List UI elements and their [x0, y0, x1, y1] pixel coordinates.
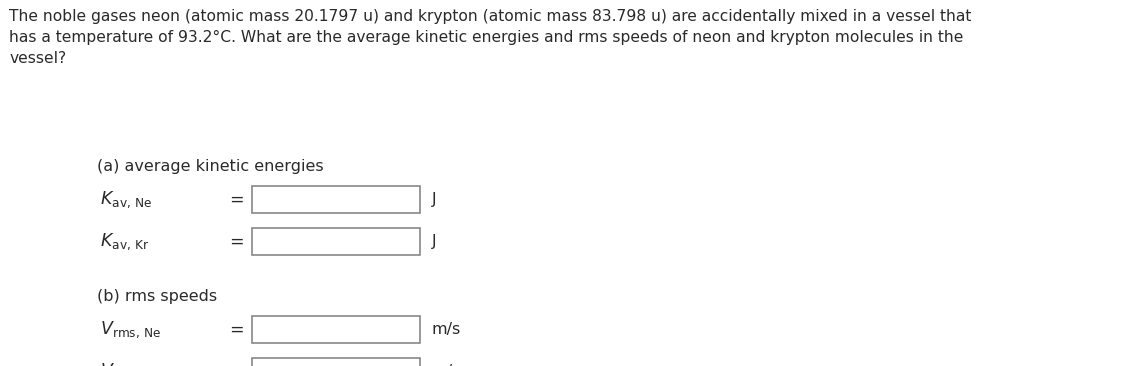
Text: =: = [229, 232, 243, 251]
FancyBboxPatch shape [252, 228, 420, 255]
Text: (a) average kinetic energies: (a) average kinetic energies [97, 159, 323, 174]
Text: J: J [432, 234, 436, 249]
Text: $\mathit{K}$$_{\mathrm{av,\,Ne}}$: $\mathit{K}$$_{\mathrm{av,\,Ne}}$ [100, 189, 152, 210]
Text: m/s: m/s [432, 322, 461, 337]
Text: $\mathit{V}$$_{\mathrm{rms,\,Ne}}$: $\mathit{V}$$_{\mathrm{rms,\,Ne}}$ [100, 319, 161, 340]
Text: $\mathit{V}$$_{\mathrm{rms,\,Kr}}$: $\mathit{V}$$_{\mathrm{rms,\,Kr}}$ [100, 361, 158, 366]
Text: $\mathit{K}$$_{\mathrm{av,\,Kr}}$: $\mathit{K}$$_{\mathrm{av,\,Kr}}$ [100, 231, 150, 252]
Text: J: J [432, 192, 436, 207]
Text: =: = [229, 320, 243, 339]
Text: =: = [229, 362, 243, 366]
FancyBboxPatch shape [252, 358, 420, 366]
FancyBboxPatch shape [252, 316, 420, 343]
FancyBboxPatch shape [252, 186, 420, 213]
Text: (b) rms speeds: (b) rms speeds [97, 289, 217, 304]
Text: =: = [229, 190, 243, 209]
Text: m/s: m/s [432, 364, 461, 366]
Text: The noble gases neon (atomic mass 20.1797 u) and krypton (atomic mass 83.798 u) : The noble gases neon (atomic mass 20.179… [9, 9, 971, 66]
